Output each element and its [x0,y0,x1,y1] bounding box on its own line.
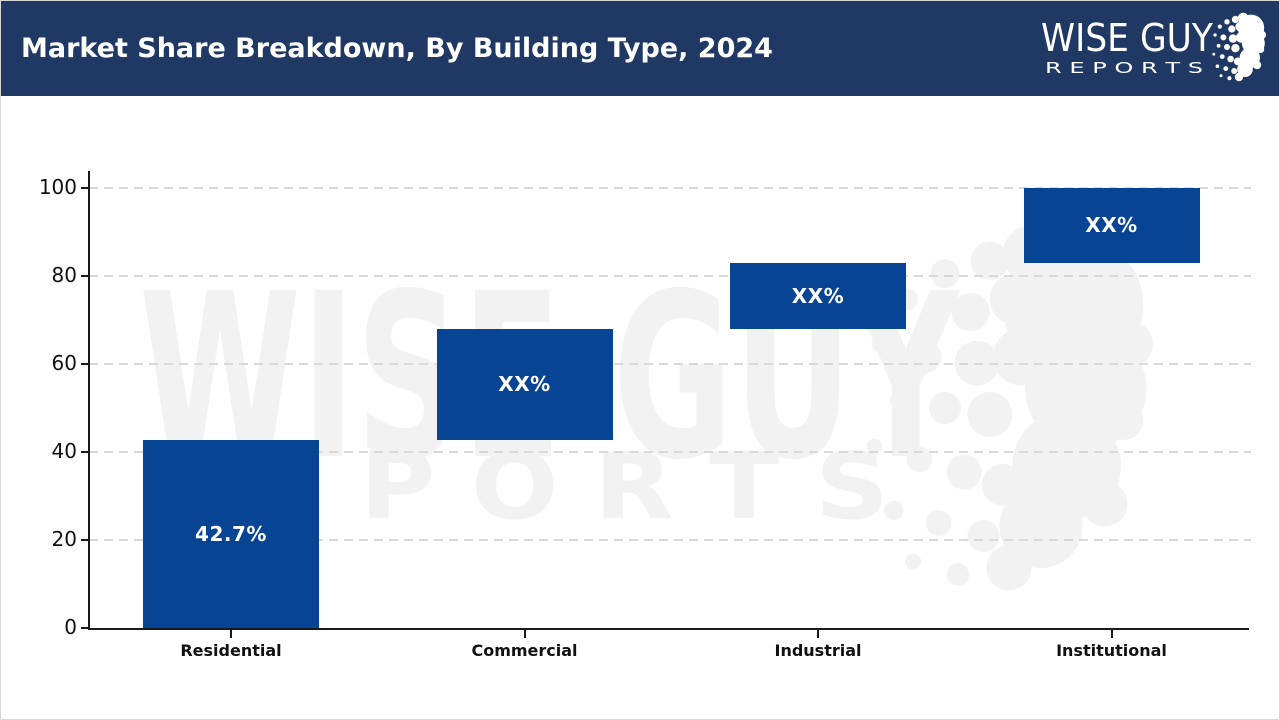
bar-residential: 42.7% [143,440,319,628]
logo-brand-text: WISE GUY [1041,16,1214,60]
bar-value-label-commercial: XX% [498,372,551,397]
y-tick-label-60: 60 [51,351,77,375]
bar-value-label-industrial: XX% [791,283,845,308]
x-axis-label-commercial: Commercial [471,641,578,660]
y-tick-label-20: 20 [51,527,77,551]
gridline-60 [89,363,1251,365]
y-tick-mark-0 [81,627,89,629]
chart-title: Market Share Breakdown, By Building Type… [21,33,773,64]
bar-commercial: XX% [436,328,613,441]
bar-value-label-institutional: XX% [1085,213,1138,238]
bar-value-label-residential: 42.7% [195,522,267,547]
bar-industrial: XX% [730,262,906,329]
x-tick-mark-commercial [523,630,526,638]
y-tick-mark-60 [81,363,89,365]
bar-institutional: XX% [1023,188,1200,263]
y-tick-label-0: 0 [64,615,77,639]
y-tick-mark-100 [81,187,89,189]
x-tick-mark-institutional [1110,630,1113,638]
wise-guy-reports-logo: WISE GUY R E P O R T S [1041,12,1266,82]
y-axis-line [88,171,90,630]
gridline-80 [89,275,1251,277]
x-axis-label-institutional: Institutional [1056,641,1167,660]
x-tick-mark-residential [230,630,232,638]
header-bar: Market Share Breakdown, By Building Type… [1,1,1279,96]
x-axis-label-residential: Residential [180,641,282,660]
x-axis-label-industrial: Industrial [774,641,862,660]
gridline-100 [89,187,1251,189]
y-tick-mark-80 [81,275,89,277]
y-tick-label-40: 40 [51,439,77,463]
logo-reports-text: R E P O R T S [1045,59,1203,77]
gridline-40 [89,451,1251,453]
y-tick-label-80: 80 [51,263,77,287]
logo-head-icon [1212,12,1266,82]
y-tick-mark-40 [81,451,89,453]
gridline-20 [89,539,1251,541]
y-tick-label-100: 100 [38,175,77,199]
y-tick-mark-20 [81,539,89,541]
x-axis-line [88,628,1249,630]
x-tick-mark-industrial [817,630,819,638]
